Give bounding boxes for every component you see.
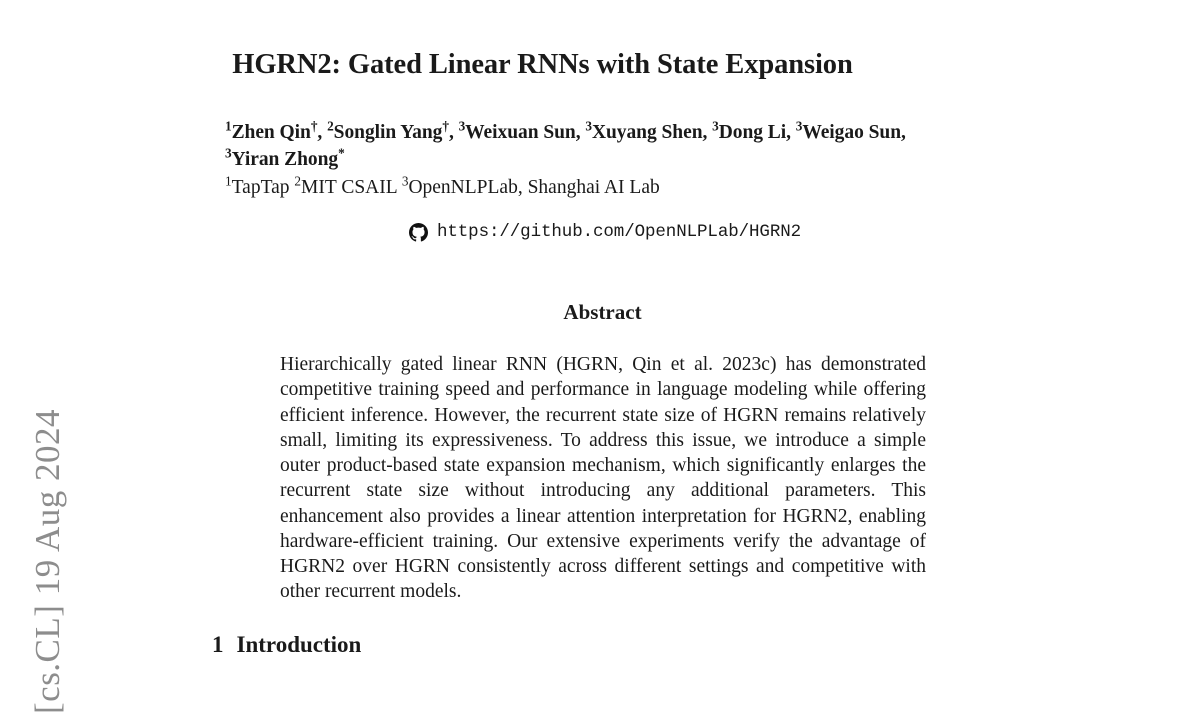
abstract-heading: Abstract xyxy=(563,300,642,324)
section-heading-introduction: 1 Introduction xyxy=(212,632,361,658)
repository-url-text[interactable]: https://github.com/OpenNLPLab/HGRN2 xyxy=(436,222,802,242)
affiliations-line: 1TapTap 2MIT CSAIL 3OpenNLPLab, Shanghai… xyxy=(225,173,660,198)
author-line-1: 1Zhen Qin†, 2Songlin Yang†, 3Weixuan Sun… xyxy=(225,118,906,143)
abstract-body: Hierarchically gated linear RNN (HGRN, Q… xyxy=(280,354,926,603)
author-line-2: 3Yiran Zhong* xyxy=(225,145,345,170)
github-icon xyxy=(408,222,428,242)
authors-and-affiliations: 1Zhen Qin†, 2Songlin Yang†, 3Weixuan Sun… xyxy=(225,118,985,202)
section-number: 1 xyxy=(212,632,224,657)
repository-link[interactable]: https://github.com/OpenNLPLab/HGRN2 xyxy=(225,222,985,242)
paper-first-page: HGRN2: Gated Linear RNNs with State Expa… xyxy=(212,49,985,657)
page-title: HGRN2: Gated Linear RNNs with State Expa… xyxy=(232,49,853,80)
section-title: Introduction xyxy=(236,632,362,657)
